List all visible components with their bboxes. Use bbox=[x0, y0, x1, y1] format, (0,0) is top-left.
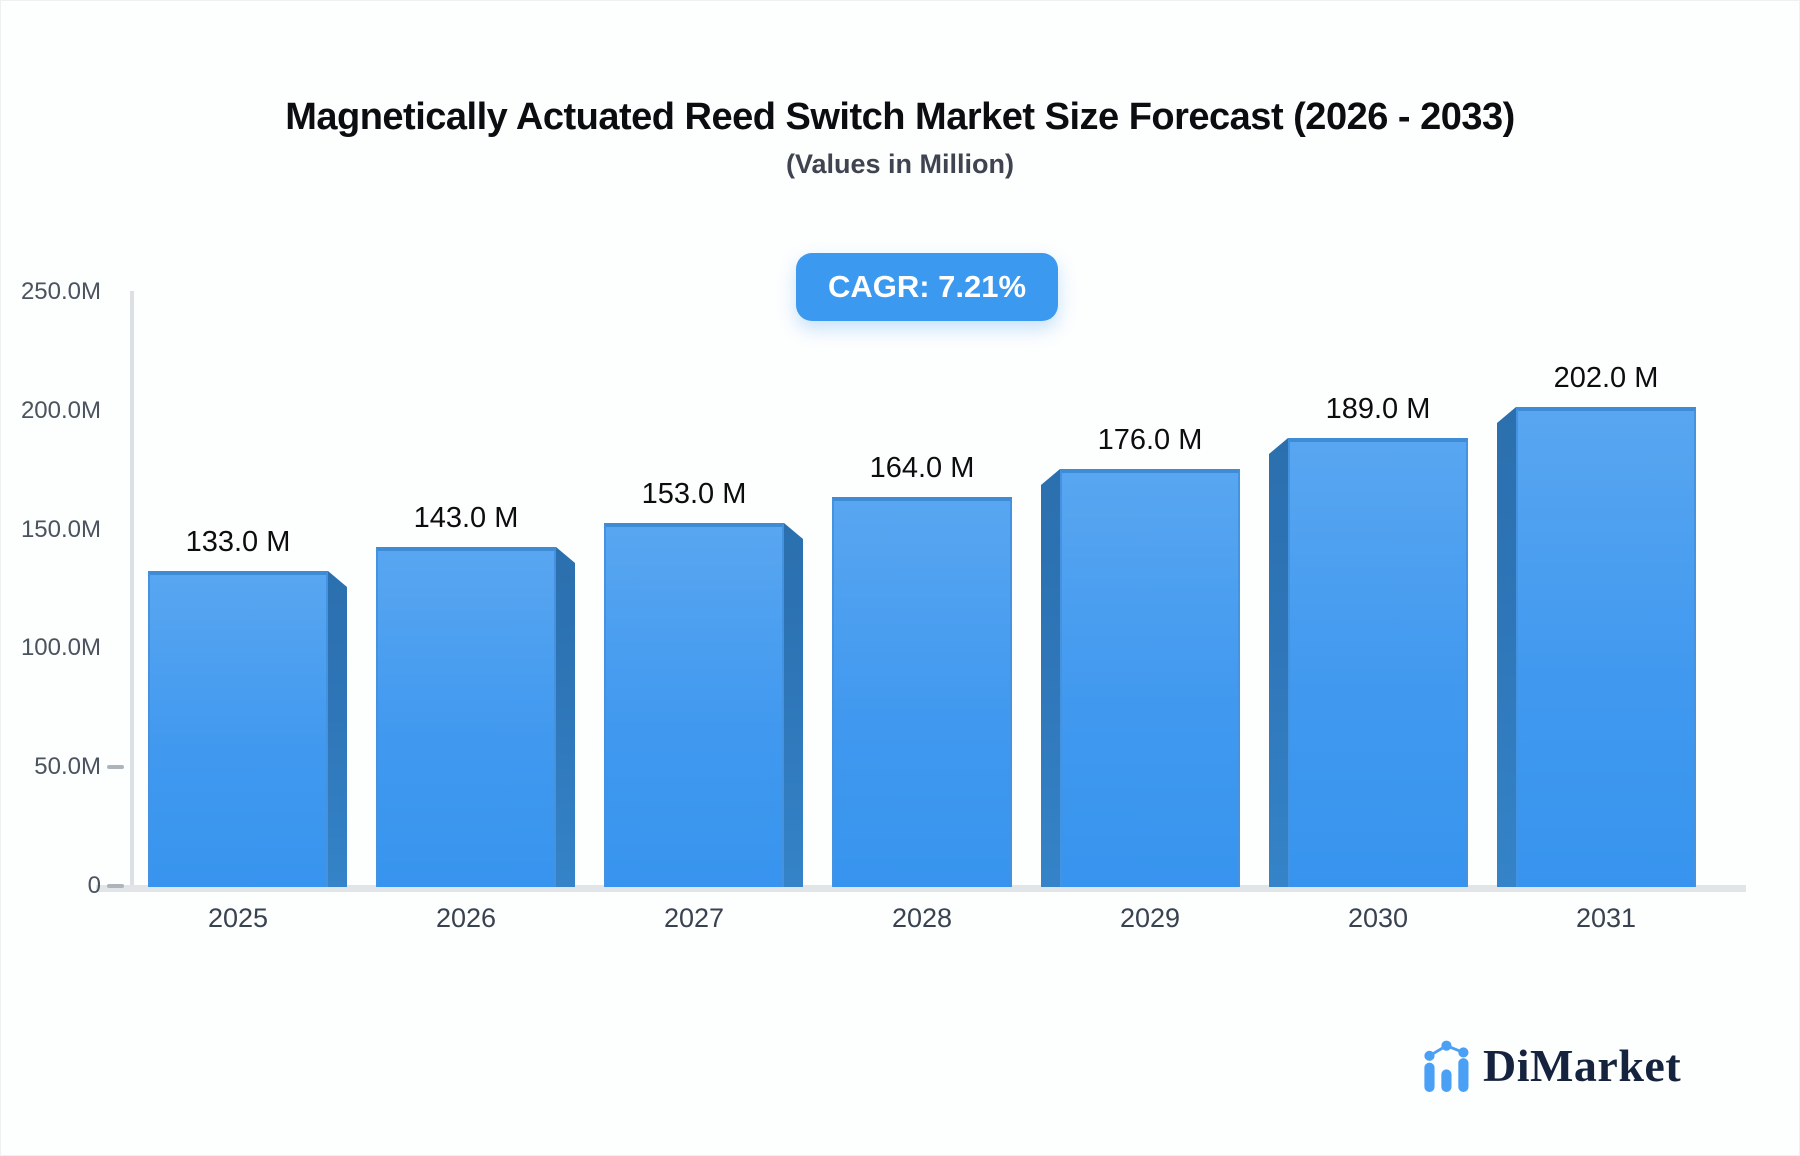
y-axis-line bbox=[130, 291, 134, 886]
y-axis-tick-label: 200.0M bbox=[20, 396, 101, 424]
bar-3d-side-2025 bbox=[328, 571, 347, 887]
y-axis-tick-label: 0 bbox=[87, 872, 101, 899]
x-axis-category-label: 2028 bbox=[891, 903, 953, 933]
x-axis-category-label: 2030 bbox=[1347, 903, 1409, 933]
bar-2031 bbox=[1516, 407, 1696, 887]
x-axis-category-label: 2026 bbox=[435, 903, 497, 933]
bar-value-label: 202.0 M bbox=[1553, 362, 1659, 394]
bar-value-label: 133.0 M bbox=[185, 526, 291, 558]
y-axis-tick-label: 150.0M bbox=[20, 515, 101, 543]
bar-3d-side-2029 bbox=[1041, 469, 1060, 887]
y-axis-tick-label: 250.0M bbox=[20, 278, 101, 305]
dimarket-logo-icon bbox=[1424, 1040, 1469, 1092]
x-axis-category-label: 2031 bbox=[1575, 903, 1637, 933]
y-axis-tick-mark bbox=[107, 884, 124, 888]
bar-value-label: 153.0 M bbox=[641, 478, 747, 510]
bar-2030 bbox=[1288, 438, 1468, 887]
bar-3d-side-2030 bbox=[1269, 438, 1288, 887]
x-axis-category-label: 2025 bbox=[207, 903, 269, 933]
cagr-badge-label: CAGR: 7.21% bbox=[827, 269, 1027, 304]
y-axis-tick-label: 100.0M bbox=[20, 634, 101, 662]
bar-2028 bbox=[832, 497, 1012, 887]
chart-subtitle: (Values in Million) bbox=[785, 149, 1015, 179]
bar-value-label: 164.0 M bbox=[869, 452, 975, 484]
bar-value-label: 189.0 M bbox=[1325, 393, 1431, 425]
bar-value-label: 176.0 M bbox=[1097, 424, 1203, 456]
bar-2027 bbox=[604, 523, 784, 887]
bar-2026 bbox=[376, 547, 556, 887]
bar-3d-side-2027 bbox=[784, 523, 803, 887]
bar-3d-side-2026 bbox=[556, 547, 575, 887]
chart-title: Magnetically Actuated Reed Switch Market… bbox=[285, 96, 1515, 138]
bar-2025 bbox=[148, 571, 328, 887]
bar-2029 bbox=[1060, 469, 1240, 887]
y-axis-tick-label: 50.0M bbox=[34, 753, 101, 781]
y-axis-tick-mark bbox=[107, 765, 124, 770]
bar-3d-side-2031 bbox=[1497, 407, 1516, 887]
x-axis-category-label: 2029 bbox=[1119, 903, 1181, 933]
cagr-badge: CAGR: 7.21% bbox=[796, 253, 1058, 321]
brand-name: DiMarket bbox=[1483, 1040, 1682, 1091]
x-axis-baseline bbox=[96, 885, 1746, 892]
brand-logo: DiMarket bbox=[1423, 1039, 1681, 1092]
bar-value-label: 143.0 M bbox=[413, 502, 519, 534]
x-axis-category-label: 2027 bbox=[663, 903, 725, 933]
